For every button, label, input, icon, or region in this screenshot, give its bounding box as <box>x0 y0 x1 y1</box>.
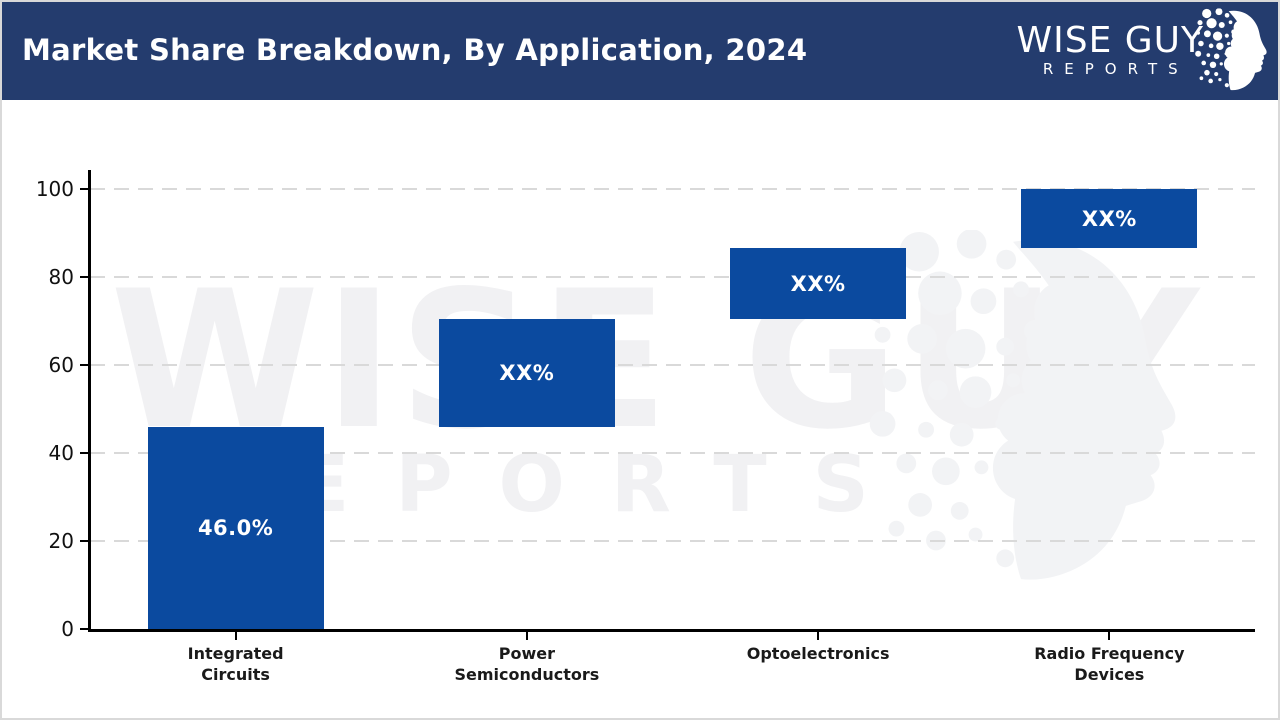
bar-value-label: XX% <box>1081 206 1137 231</box>
y-tick-label: 20 <box>48 529 74 553</box>
category-label: Power Semiconductors <box>454 644 600 684</box>
x-axis-line <box>88 629 1255 632</box>
x-tick-mark <box>234 632 237 640</box>
gridline <box>90 188 1255 190</box>
y-tick-label: 0 <box>61 617 74 641</box>
header-bar: Market Share Breakdown, By Application, … <box>2 2 1278 100</box>
y-tick-mark <box>80 452 88 454</box>
y-tick-label: 40 <box>48 441 74 465</box>
bar-value-label: 46.0% <box>197 515 274 540</box>
y-tick-mark <box>80 628 88 630</box>
logo-wordmark: WISE GUY <box>1016 20 1204 61</box>
x-tick-mark <box>1108 632 1111 640</box>
gridline <box>90 452 1255 454</box>
x-tick-mark <box>817 632 820 640</box>
gridline <box>90 364 1255 366</box>
y-tick-label: 60 <box>48 353 74 377</box>
x-tick-mark <box>525 632 528 640</box>
wise-guy-face-icon <box>1194 8 1268 92</box>
y-tick-mark <box>80 364 88 366</box>
bar-segment: XX% <box>438 318 615 427</box>
y-tick-mark <box>80 540 88 542</box>
bar-segment: XX% <box>730 248 907 319</box>
bar-segment: 46.0% <box>147 426 324 629</box>
y-tick-label: 100 <box>35 177 74 201</box>
face-watermark-icon <box>864 230 1182 586</box>
logo-subtitle: REPORTS <box>1042 60 1189 78</box>
y-tick-mark <box>80 188 88 190</box>
bar-segment: XX% <box>1021 189 1198 249</box>
category-label: Radio Frequency Devices <box>1034 644 1185 684</box>
gridline <box>90 540 1255 542</box>
y-tick-mark <box>80 276 88 278</box>
bar-value-label: XX% <box>499 360 555 385</box>
gridline <box>90 276 1255 278</box>
y-tick-label: 80 <box>48 265 74 289</box>
y-axis-line <box>88 170 91 632</box>
wise-guy-logo: WISE GUY REPORTS <box>1017 8 1269 92</box>
page-title: Market Share Breakdown, By Application, … <box>22 33 808 67</box>
category-label: Integrated Circuits <box>187 644 284 684</box>
logo-text: WISE GUY REPORTS <box>1017 23 1205 77</box>
category-label: Optoelectronics <box>746 644 890 663</box>
bar-value-label: XX% <box>790 271 846 296</box>
